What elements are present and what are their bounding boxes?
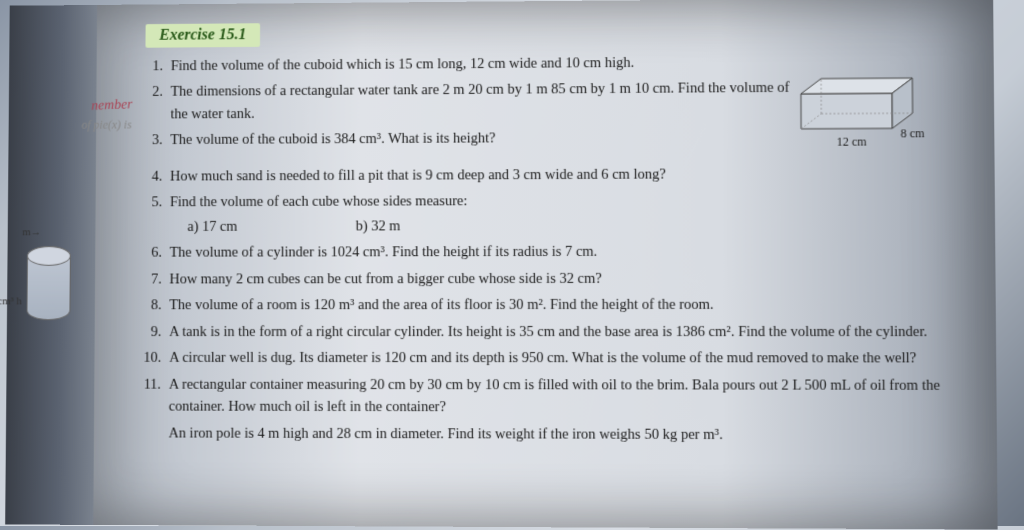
question-text: How many 2 cm cubes can be cut from a bi… xyxy=(169,267,954,291)
question-item: 10. A circular well is dug. Its diameter… xyxy=(143,347,955,370)
option-a: a) 17 cm xyxy=(187,216,237,238)
exercise-heading: Exercise 15.1 xyxy=(145,23,259,47)
question-text: How much sand is needed to fill a pit th… xyxy=(170,162,954,188)
question-number: 11. xyxy=(143,373,169,418)
question-number: 3. xyxy=(145,130,171,152)
option-b: b) 32 m xyxy=(356,215,401,237)
question-number: 4. xyxy=(145,166,171,188)
question-item: 11. A rectangular container measuring 20… xyxy=(143,373,956,420)
question-item: 4. How much sand is needed to fill a pit… xyxy=(145,162,954,188)
margin-note-1: nember xyxy=(91,97,132,114)
question-item: 8. The volume of a room is 120 m³ and th… xyxy=(144,294,955,317)
cylinder-top-label: m→ xyxy=(22,226,41,238)
question-text: The volume of a cylinder is 1024 cm³. Fi… xyxy=(170,240,955,264)
question-text: A rectangular container measuring 20 cm … xyxy=(169,373,956,419)
question-item: An iron pole is 4 m high and 28 cm in di… xyxy=(143,422,956,447)
question-number xyxy=(143,422,169,444)
question-item: 9. A tank is in the form of a right circ… xyxy=(144,321,956,344)
question-number: 6. xyxy=(144,242,170,264)
cuboid-width-label: 8 cm xyxy=(900,126,925,140)
question-text: An iron pole is 4 m high and 28 cm in di… xyxy=(168,422,955,447)
question-text: A tank is in the form of a right circula… xyxy=(169,321,955,344)
question-text: The volume of a room is 120 m³ and the a… xyxy=(169,294,955,317)
question-item: 5. Find the volume of each cube whose si… xyxy=(144,189,954,238)
question-number: 8. xyxy=(144,295,170,317)
textbook-page: nember of pie(x) is m→ cm³ h Exercise 15… xyxy=(93,0,997,530)
question-text: Find the volume of each cube whose sides… xyxy=(170,189,955,238)
margin-note-2: of pie(x) is xyxy=(82,118,132,133)
question-item: 7. How many 2 cm cubes can be cut from a… xyxy=(144,267,955,291)
question-stem: Find the volume of each cube whose sides… xyxy=(170,194,467,211)
cylinder-side-label: cm³ h xyxy=(0,295,22,307)
question-options: a) 17 cm b) 32 m xyxy=(170,214,955,239)
cuboid-length-label: 12 cm xyxy=(837,134,868,148)
question-number: 9. xyxy=(144,321,170,343)
question-text: A circular well is dug. Its diameter is … xyxy=(169,347,955,370)
question-number: 5. xyxy=(144,192,170,238)
question-number: 1. xyxy=(145,55,171,77)
cylinder-diagram xyxy=(26,246,70,320)
question-item: 6. The volume of a cylinder is 1024 cm³.… xyxy=(144,240,954,264)
question-number: 7. xyxy=(144,268,170,290)
question-number: 2. xyxy=(145,81,171,125)
cuboid-diagram: 12 cm 8 cm xyxy=(791,73,933,144)
question-number: 10. xyxy=(143,347,169,369)
